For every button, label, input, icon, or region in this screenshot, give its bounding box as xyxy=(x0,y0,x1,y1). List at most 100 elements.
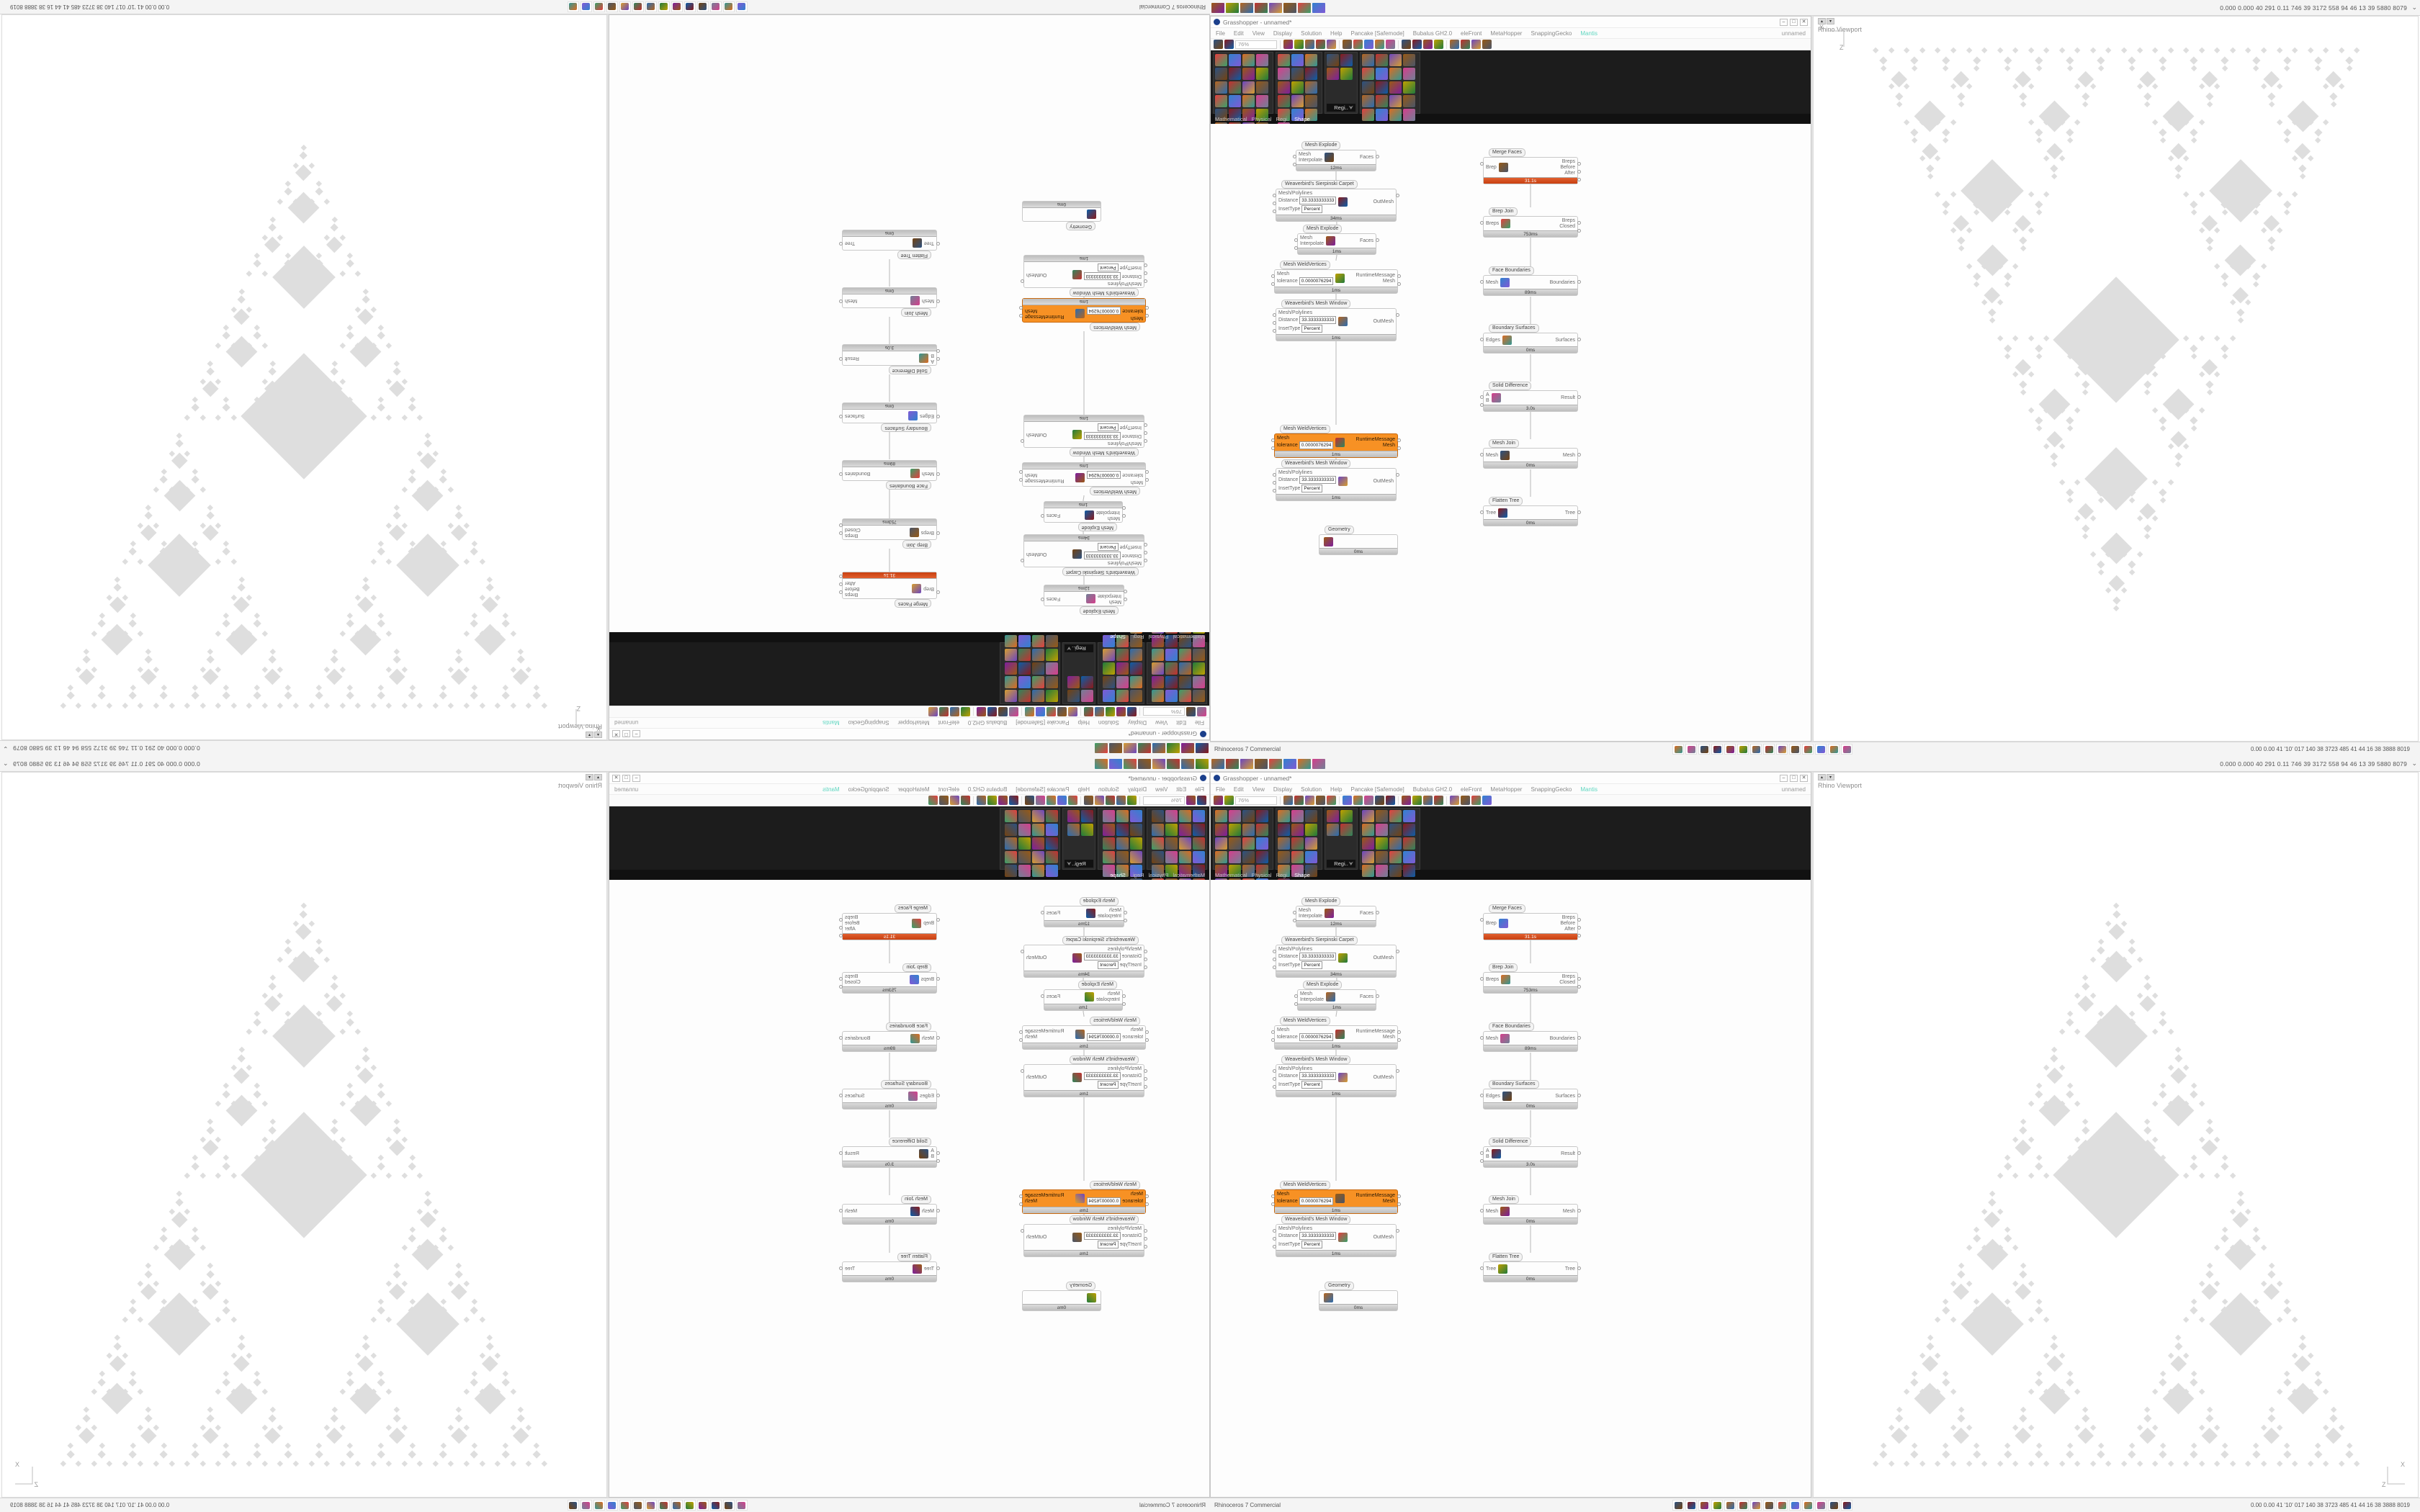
plugin-icon-7[interactable] xyxy=(1763,1500,1775,1511)
chevron-down-icon[interactable]: ⮟ xyxy=(1348,104,1353,111)
rhino-tool-icon-5[interactable] xyxy=(1124,743,1137,754)
output-port[interactable] xyxy=(1397,1202,1401,1206)
output-port[interactable] xyxy=(1019,1194,1023,1198)
input-param[interactable]: Mesh xyxy=(1098,908,1121,913)
plugin-icon-5[interactable] xyxy=(1737,1500,1749,1511)
menu-item-display[interactable]: Display xyxy=(1127,719,1147,726)
output-port[interactable] xyxy=(839,1266,843,1270)
rhino-plugin-tray[interactable] xyxy=(567,1500,748,1511)
input-param-value[interactable]: 33.3333333333 xyxy=(1299,197,1337,204)
input-param[interactable]: Brep xyxy=(1486,921,1497,926)
plugin-icon-4[interactable] xyxy=(1724,744,1736,755)
output-port[interactable] xyxy=(1577,338,1581,341)
input-param[interactable]: Mesh xyxy=(1277,436,1333,441)
input-param[interactable]: Mesh xyxy=(1087,1027,1143,1032)
output-port[interactable] xyxy=(839,590,843,594)
input-param[interactable]: Mesh xyxy=(922,299,934,304)
gh-component[interactable]: Mesh Boundaries 89ms xyxy=(1483,1031,1578,1052)
output-port[interactable] xyxy=(1577,170,1581,174)
input-param[interactable]: Mesh xyxy=(1299,908,1322,913)
tab-mathematical[interactable]: Mathematical xyxy=(1215,115,1247,122)
input-param[interactable]: tolerance 0.0000076294 xyxy=(1086,307,1143,315)
input-param[interactable]: Interpolate xyxy=(1098,593,1121,598)
menu-item-file[interactable]: File xyxy=(1216,30,1225,37)
tab-mathematical[interactable]: Mathematical xyxy=(1215,871,1247,878)
panel-splitter[interactable] xyxy=(1811,16,1813,742)
plugin-icon-0[interactable] xyxy=(1672,1500,1685,1511)
gh-component[interactable]: Mesh tolerance 0.0000076294 RuntimeMessage M… xyxy=(1022,1189,1146,1214)
maximize-button[interactable]: □ xyxy=(622,774,630,782)
input-param[interactable]: Mesh xyxy=(1087,480,1143,485)
gh-canvas[interactable]: Mesh Interpolate Faces 12ms Mesh Explode Mesh… xyxy=(1211,124,1811,741)
input-param[interactable]: Mesh xyxy=(1277,1192,1333,1197)
input-param[interactable]: Breps xyxy=(1486,977,1499,982)
tab-shape[interactable]: Shape xyxy=(1110,634,1126,641)
gh-component[interactable]: 0ms xyxy=(1022,201,1101,222)
input-port[interactable] xyxy=(1144,1245,1147,1248)
menu-item-bubalus-gh2-0[interactable]: Bubalus GH2.0 xyxy=(967,719,1008,726)
menu-item-file[interactable]: File xyxy=(1195,786,1204,793)
tab-shape[interactable]: Shape xyxy=(1294,871,1310,878)
input-port[interactable] xyxy=(936,300,940,303)
input-param[interactable]: Edges xyxy=(920,1094,934,1099)
output-port[interactable] xyxy=(1021,1229,1024,1233)
input-param[interactable]: Distance 33.3333333333 xyxy=(1278,197,1337,204)
output-port[interactable] xyxy=(1577,1266,1581,1270)
input-param[interactable]: Interpolate xyxy=(1299,914,1322,919)
output-port[interactable] xyxy=(839,523,843,527)
input-port[interactable] xyxy=(1273,473,1276,477)
output-port[interactable] xyxy=(1397,1194,1401,1198)
gh-toolbar[interactable]: 76% xyxy=(1211,795,1811,806)
gh-component[interactable]: Mesh tolerance 0.0000076294 RuntimeMessage M… xyxy=(1022,298,1146,323)
input-port[interactable] xyxy=(1144,551,1147,554)
input-param[interactable]: A xyxy=(1486,1148,1489,1153)
menu-item-view[interactable]: View xyxy=(1252,30,1265,37)
menu-item-elefront[interactable]: eleFront xyxy=(1461,30,1482,37)
plugin-icon-7[interactable] xyxy=(645,1500,657,1511)
plugin-icon-7[interactable] xyxy=(645,1,657,12)
gh-canvas[interactable]: Mesh Interpolate Faces 12ms Mesh Explode Mesh… xyxy=(609,14,1209,632)
input-port[interactable] xyxy=(936,1209,940,1212)
plugin-icon-3[interactable] xyxy=(696,1500,709,1511)
gh-component[interactable]: Mesh Boundaries 89ms xyxy=(842,1031,937,1052)
menu-item-view[interactable]: View xyxy=(1252,786,1265,793)
tab-mathematical[interactable]: Mathematical xyxy=(1173,634,1205,641)
input-param[interactable]: Distance 33.3333333333 xyxy=(1083,1232,1142,1240)
tab-physical[interactable]: Physical xyxy=(1148,634,1169,641)
rhino-tool-icon-3[interactable] xyxy=(1152,758,1165,769)
output-port[interactable] xyxy=(1396,1229,1399,1233)
output-port[interactable] xyxy=(1396,950,1399,953)
gh-menubar[interactable]: File Edit View Display Solution Help Pancake [… xyxy=(1211,784,1811,795)
chevron-down-icon[interactable]: ⌄ xyxy=(3,745,9,752)
input-port[interactable] xyxy=(1273,1069,1276,1073)
gh-component[interactable]: Mesh/Polylines Distance 33.3333333333 Inset… xyxy=(1276,468,1397,501)
gh-component[interactable]: Mesh Interpolate Faces 12ms xyxy=(1296,150,1376,171)
output-port[interactable] xyxy=(1396,194,1399,197)
rhino-tool-icon-0[interactable] xyxy=(1196,743,1209,754)
input-port[interactable] xyxy=(1145,1030,1149,1034)
gh-titlebar[interactable]: Grasshopper - unnamed* – □ ✕ xyxy=(1211,17,1811,28)
ribbon-group-label[interactable]: Regi.. ⮟ xyxy=(1327,104,1355,112)
input-param[interactable]: Mesh/Polylines xyxy=(1084,441,1142,446)
plugin-icon-1[interactable] xyxy=(722,1500,735,1511)
window-controls[interactable]: – □ ✕ xyxy=(612,774,640,782)
plugin-icon-8[interactable] xyxy=(632,1,644,12)
input-port[interactable] xyxy=(936,1036,940,1040)
zoom-level-combo[interactable]: 76% xyxy=(1143,796,1185,805)
menu-item-help[interactable]: Help xyxy=(1330,30,1343,37)
gh-component[interactable]: Mesh tolerance 0.0000076294 RuntimeMessage M… xyxy=(1274,1189,1398,1214)
output-port[interactable] xyxy=(1021,950,1024,953)
gh-component[interactable]: Edges Surfaces 0ms xyxy=(842,1089,937,1110)
input-port[interactable] xyxy=(1144,1077,1147,1081)
output-port[interactable] xyxy=(839,977,843,981)
input-port[interactable] xyxy=(1271,282,1275,286)
rhino-tool-icon-2[interactable] xyxy=(1167,743,1180,754)
gh-component[interactable]: Mesh tolerance 0.0000076294 RuntimeMessage M… xyxy=(1274,433,1398,458)
input-port[interactable] xyxy=(1294,246,1298,250)
menu-item-file[interactable]: File xyxy=(1195,719,1204,726)
rhino-tool-icon-1[interactable] xyxy=(1226,2,1239,13)
input-port[interactable] xyxy=(1480,1209,1484,1212)
input-param[interactable]: Mesh xyxy=(1096,991,1120,996)
output-port[interactable] xyxy=(839,918,843,922)
input-param-value[interactable]: Percent xyxy=(1098,543,1119,551)
